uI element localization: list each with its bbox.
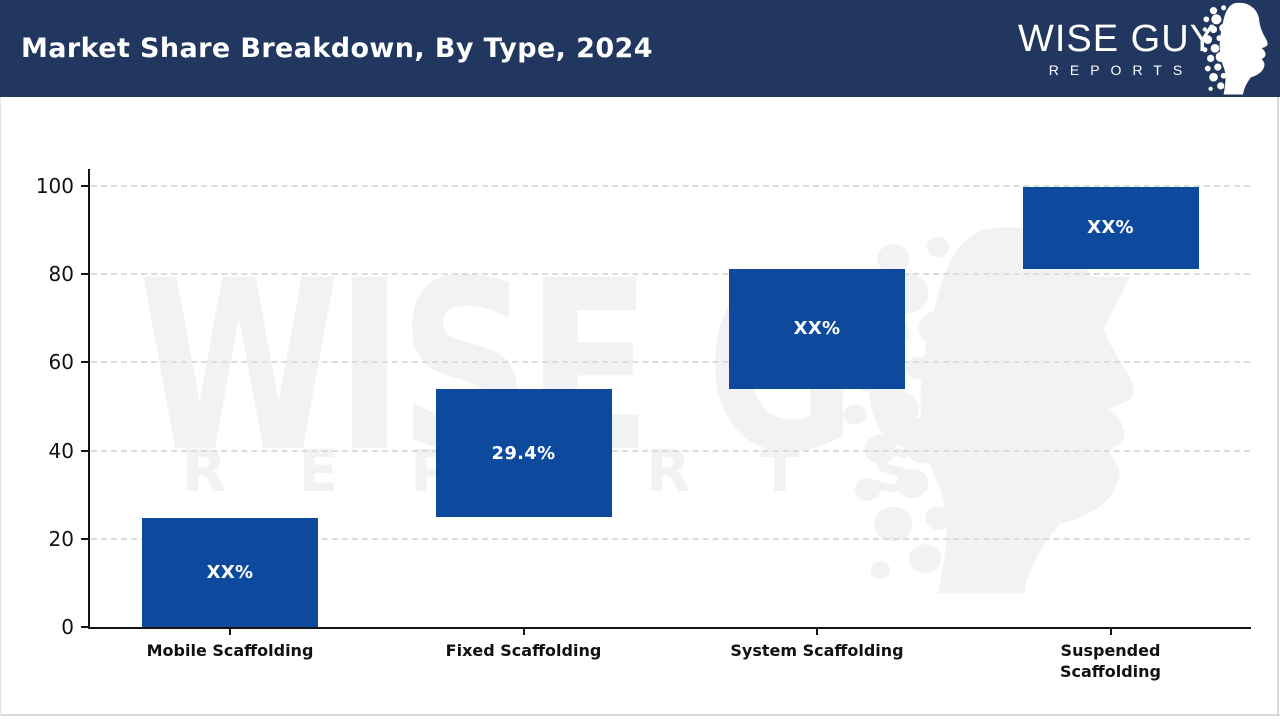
gridline-60: [91, 361, 1250, 364]
y-tick-label-20: 20: [48, 526, 74, 551]
wiseguy-logo: WISE GUY REPORTS: [1018, 2, 1274, 95]
y-tick-mark-40: [81, 449, 89, 452]
bar-fixed-scaffolding: 29.4%: [435, 388, 612, 518]
logo-text: WISE GUY REPORTS: [1018, 20, 1216, 78]
gridline-80: [91, 273, 1250, 276]
logo-subtitle: REPORTS: [1048, 61, 1194, 78]
y-tick-mark-80: [81, 273, 89, 276]
x-tick-mark-system-scaffolding: [816, 629, 818, 635]
gridline-100: [91, 185, 1250, 187]
right-border-line: [1277, 97, 1279, 716]
bar-value-label: XX%: [793, 318, 841, 340]
x-tick-mark-fixed-scaffolding: [522, 629, 525, 635]
bar-mobile-scaffolding: XX%: [142, 517, 318, 627]
y-tick-label-40: 40: [48, 438, 74, 463]
page-title: Market Share Breakdown, By Type, 2024: [21, 33, 653, 64]
y-tick-mark-100: [81, 185, 89, 187]
bottom-border-line: [0, 714, 1280, 716]
gridline-20: [91, 537, 1250, 540]
bar-value-label: XX%: [206, 561, 254, 583]
y-tick-mark-0: [81, 626, 89, 628]
x-tick-mark-suspended-scaffolding: [1109, 629, 1112, 635]
y-tick-mark-20: [81, 537, 89, 540]
x-axis-label-system-scaffolding: System Scaffolding: [730, 641, 904, 660]
header: Market Share Breakdown, By Type, 2024 WI…: [0, 0, 1280, 97]
x-axis-label-fixed-scaffolding: Fixed Scaffolding: [445, 641, 602, 660]
y-tick-label-60: 60: [48, 350, 74, 375]
x-axis-label-suspended-scaffolding: Suspended Scaffolding: [1059, 641, 1162, 681]
x-axis-label-mobile-scaffolding: Mobile Scaffolding: [146, 641, 314, 660]
bar-value-label: XX%: [1087, 217, 1134, 239]
bar-suspended-scaffolding: XX%: [1022, 186, 1199, 269]
logo-wordmark: WISE GUY: [1017, 17, 1216, 60]
x-tick-mark-mobile-scaffolding: [229, 629, 231, 635]
gridline-40: [91, 449, 1250, 452]
y-tick-label-100: 100: [35, 174, 74, 198]
y-tick-label-0: 0: [61, 615, 74, 639]
y-tick-label-80: 80: [48, 262, 74, 287]
y-axis-line: [88, 169, 90, 629]
y-tick-mark-60: [81, 361, 89, 364]
bar-value-label: 29.4%: [491, 442, 556, 464]
left-border-line: [0, 97, 1, 716]
x-axis-line: [88, 627, 1251, 629]
bar-system-scaffolding: XX%: [729, 268, 905, 389]
